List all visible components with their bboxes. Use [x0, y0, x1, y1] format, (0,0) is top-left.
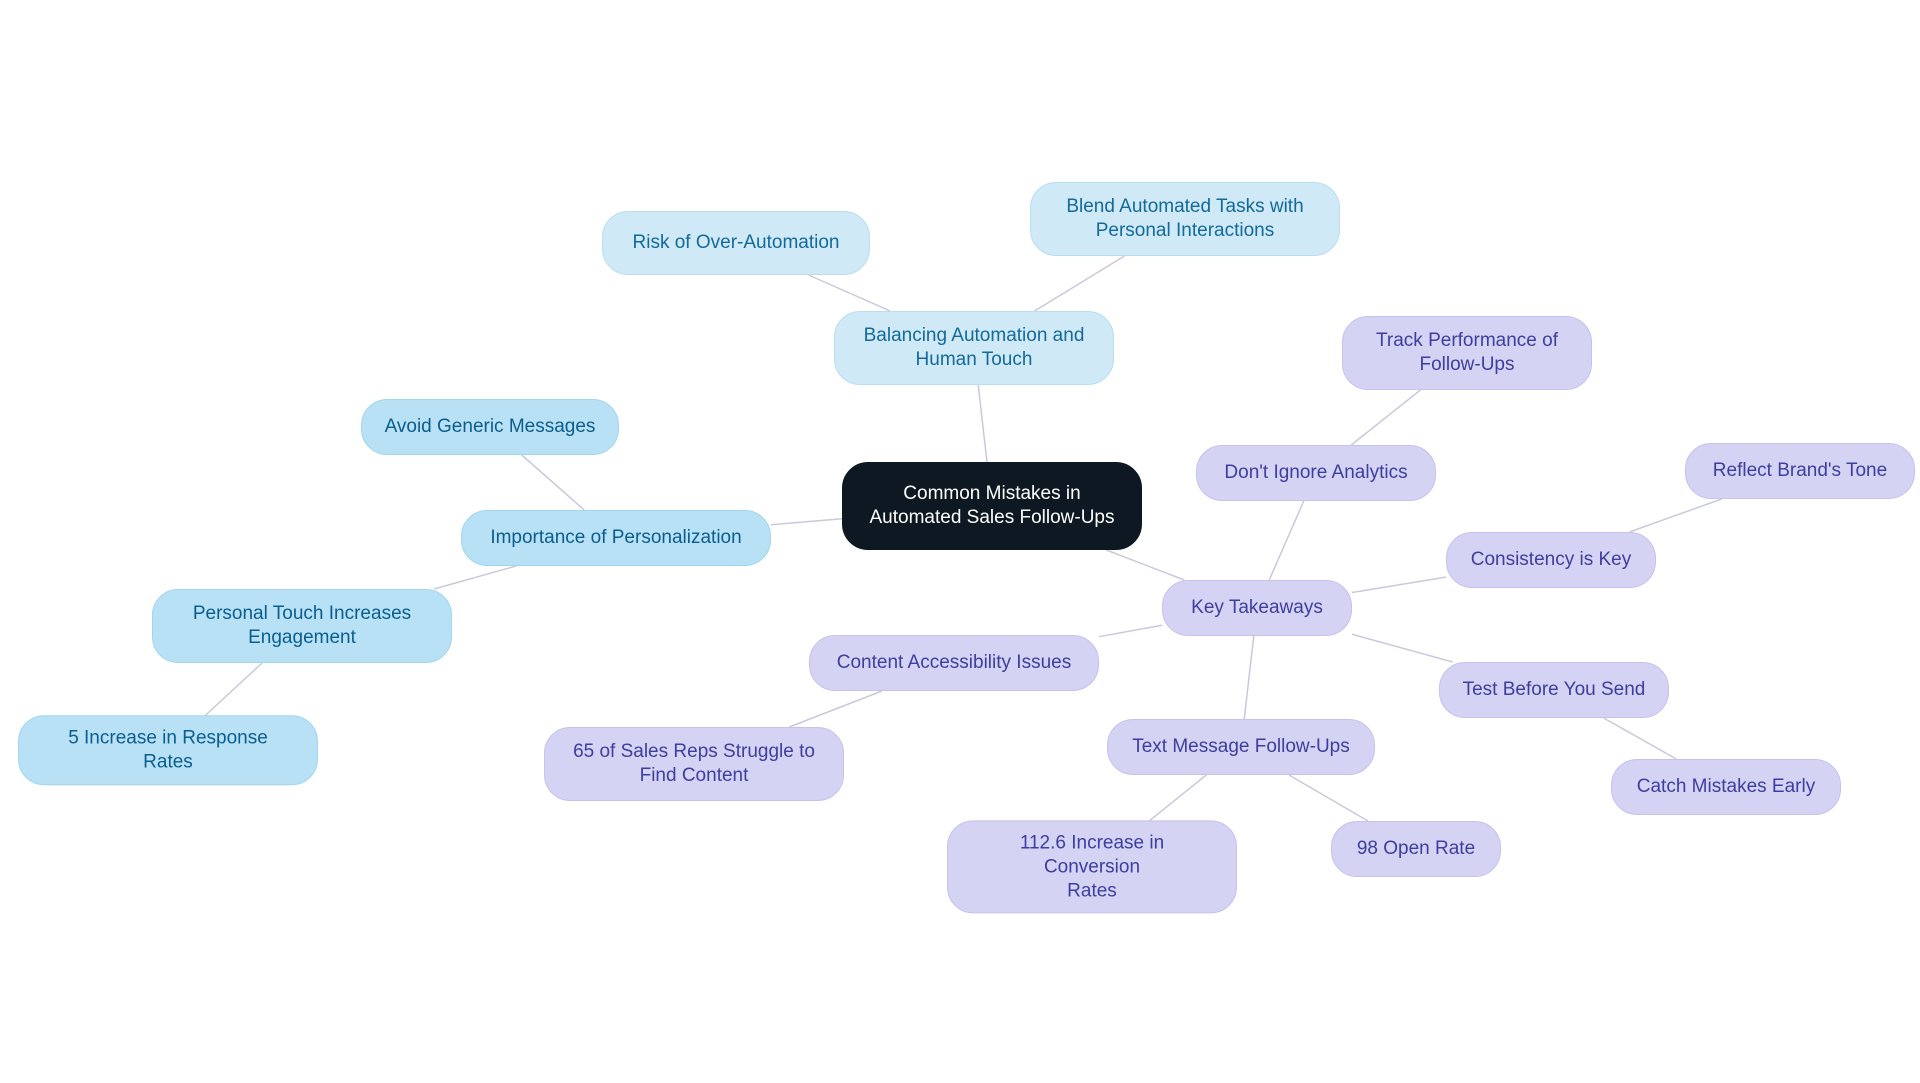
node-label: Text Message Follow-Ups [1132, 735, 1350, 759]
edge [789, 691, 882, 727]
node-label: Importance of Personalization [490, 526, 741, 550]
node-label: Don't Ignore Analytics [1224, 461, 1407, 485]
node-cons: Consistency is Key [1446, 532, 1656, 588]
edge [1351, 390, 1420, 445]
node-key: Key Takeaways [1162, 580, 1352, 636]
node-catch: Catch Mistakes Early [1611, 759, 1841, 815]
node-label: Reflect Brand's Tone [1713, 459, 1887, 483]
node-root: Common Mistakes in Automated Sales Follo… [842, 462, 1142, 550]
node-blend: Blend Automated Tasks with Personal Inte… [1030, 182, 1340, 256]
edge [1244, 636, 1254, 719]
edge [1106, 550, 1184, 580]
node-conv: 112.6 Increase in Conversion Rates [947, 820, 1237, 913]
node-risk: Risk of Over-Automation [602, 211, 870, 275]
edge [809, 275, 891, 311]
edge [434, 566, 516, 589]
edge [978, 385, 987, 462]
node-label: Catch Mistakes Early [1637, 775, 1815, 799]
node-label: Test Before You Send [1463, 678, 1646, 702]
node-brand: Reflect Brand's Tone [1685, 443, 1915, 499]
node-label: 98 Open Rate [1357, 837, 1475, 861]
node-pers: Importance of Personalization [461, 510, 771, 566]
node-label: Avoid Generic Messages [385, 415, 596, 439]
edge [1352, 577, 1446, 592]
edge [1099, 625, 1162, 636]
node-label: Personal Touch Increases Engagement [193, 602, 411, 650]
node-label: Key Takeaways [1191, 596, 1323, 620]
node-test: Test Before You Send [1439, 662, 1669, 718]
edge [1269, 501, 1304, 580]
node-label: Common Mistakes in Automated Sales Follo… [870, 482, 1115, 530]
node-label: 112.6 Increase in Conversion Rates [970, 831, 1214, 902]
node-avoid: Avoid Generic Messages [361, 399, 619, 455]
node-touch: Personal Touch Increases Engagement [152, 589, 452, 663]
node-bal: Balancing Automation and Human Touch [834, 311, 1114, 385]
edge [1289, 775, 1368, 821]
node-label: 5 Increase in Response Rates [41, 726, 295, 774]
node-content: Content Accessibility Issues [809, 635, 1099, 691]
node-text: Text Message Follow-Ups [1107, 719, 1375, 775]
node-label: Balancing Automation and Human Touch [864, 324, 1085, 372]
edge [522, 455, 584, 510]
node-label: Track Performance of Follow-Ups [1376, 329, 1558, 377]
edge [771, 519, 842, 525]
node-label: Consistency is Key [1471, 548, 1632, 572]
mindmap-canvas: Common Mistakes in Automated Sales Follo… [0, 0, 1920, 1083]
node-label: Content Accessibility Issues [837, 651, 1071, 675]
node-open: 98 Open Rate [1331, 821, 1501, 877]
node-label: 65 of Sales Reps Struggle to Find Conten… [573, 740, 815, 788]
node-sixty: 65 of Sales Reps Struggle to Find Conten… [544, 727, 844, 801]
edge [1629, 499, 1721, 532]
node-five: 5 Increase in Response Rates [18, 715, 318, 785]
node-track: Track Performance of Follow-Ups [1342, 316, 1592, 390]
node-label: Blend Automated Tasks with Personal Inte… [1066, 195, 1303, 243]
node-dont: Don't Ignore Analytics [1196, 445, 1436, 501]
edge [1352, 634, 1453, 662]
edge [198, 663, 262, 722]
node-label: Risk of Over-Automation [633, 231, 840, 255]
edge [1604, 718, 1677, 759]
edge [1035, 256, 1125, 311]
